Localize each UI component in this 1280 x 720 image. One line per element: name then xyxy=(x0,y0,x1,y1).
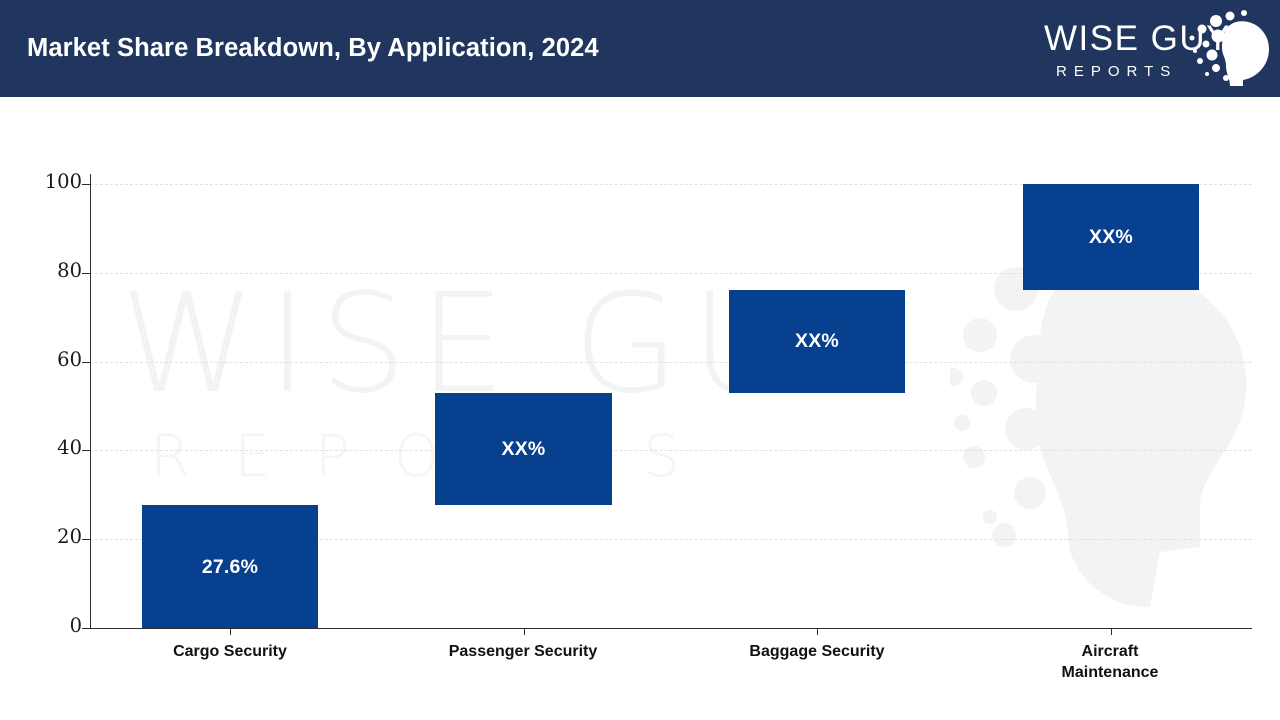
svg-text:WISE GUY: WISE GUY xyxy=(1044,19,1231,58)
x-axis-label-passenger-security: Passenger Security xyxy=(448,643,598,660)
plot-region xyxy=(90,97,1252,720)
bar-cargo-security[interactable]: 27.6% xyxy=(142,505,318,628)
bar-label-aircraft-maintenance: XX% xyxy=(1089,226,1133,248)
chart-canvas: WISE GUY REPORTS xyxy=(0,97,1280,720)
x-axis-label-aircraft-maintenance: Aircraft Maintenance xyxy=(990,641,1230,683)
y-tick-mark-60 xyxy=(82,361,90,363)
x-tick-mark-2 xyxy=(523,628,525,635)
gridline-100 xyxy=(90,184,1252,185)
bar-label-cargo-security: 27.6% xyxy=(201,556,259,578)
y-tick-mark-0 xyxy=(82,628,90,629)
x-tick-mark-3 xyxy=(817,628,818,635)
y-tick-label-100: 100 xyxy=(44,170,82,193)
y-tick-mark-20 xyxy=(82,539,90,541)
gridline-80 xyxy=(90,272,1252,274)
page-title: Market Share Breakdown, By Application, … xyxy=(27,34,599,62)
page-header: Market Share Breakdown, By Application, … xyxy=(0,0,1280,97)
y-tick-mark-80 xyxy=(82,272,90,274)
y-tick-label-80: 80 xyxy=(57,258,82,282)
y-tick-label-40: 40 xyxy=(57,436,82,460)
x-tick-mark-4 xyxy=(1110,628,1112,635)
y-tick-label-60: 60 xyxy=(57,347,82,371)
x-axis-label-aircraft-maintenance-line2: Maintenance xyxy=(1061,664,1159,681)
bar-baggage-security[interactable]: XX% xyxy=(729,290,905,393)
x-axis-label-aircraft-maintenance-line1: Aircraft xyxy=(1081,643,1139,660)
gridline-40 xyxy=(90,450,1252,452)
svg-text:REPORTS: REPORTS xyxy=(1056,63,1177,80)
bar-label-passenger-security: XX% xyxy=(501,438,546,460)
wise-guy-reports-logo: WISE GUY REPORTS xyxy=(1040,8,1272,90)
gridline-60 xyxy=(90,361,1252,363)
gridline-20 xyxy=(90,539,1252,541)
bar-passenger-security[interactable]: XX% xyxy=(435,393,612,505)
bar-aircraft-maintenance[interactable]: XX% xyxy=(1023,184,1199,290)
y-axis-line xyxy=(90,174,91,629)
bar-label-baggage-security: XX% xyxy=(795,330,839,352)
y-tick-label-0: 0 xyxy=(69,614,82,637)
y-tick-label-20: 20 xyxy=(57,525,82,549)
x-tick-mark-1 xyxy=(230,628,231,635)
x-axis-line xyxy=(90,628,1252,629)
x-axis-label-cargo-security: Cargo Security xyxy=(173,643,287,660)
x-axis-label-baggage-security: Baggage Security xyxy=(749,643,885,660)
y-tick-mark-40 xyxy=(82,450,90,452)
y-tick-mark-100 xyxy=(82,184,90,185)
